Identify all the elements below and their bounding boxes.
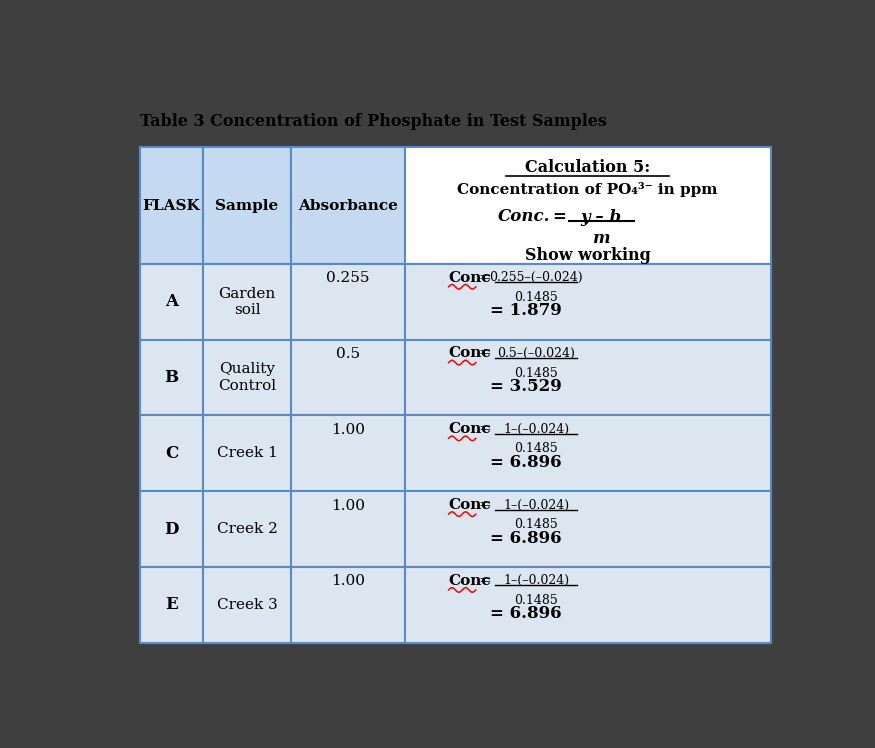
Bar xyxy=(203,340,291,415)
Text: FLASK: FLASK xyxy=(143,198,200,212)
Text: Conc: Conc xyxy=(449,574,491,588)
Bar xyxy=(203,147,291,264)
Bar xyxy=(291,415,405,491)
Text: Creek 2: Creek 2 xyxy=(217,522,277,536)
Text: 1–(–0.024): 1–(–0.024) xyxy=(503,499,570,512)
Bar xyxy=(291,567,405,643)
Text: 0.5–(–0.024): 0.5–(–0.024) xyxy=(497,347,575,360)
Text: Conc: Conc xyxy=(449,422,491,436)
Text: Conc: Conc xyxy=(449,346,491,361)
Text: 1–(–0.024): 1–(–0.024) xyxy=(503,574,570,587)
Bar xyxy=(203,491,291,567)
Bar xyxy=(405,340,771,415)
Text: Creek 1: Creek 1 xyxy=(217,447,277,460)
Text: 1–(–0.024): 1–(–0.024) xyxy=(503,423,570,436)
Bar xyxy=(140,264,203,340)
Bar xyxy=(203,415,291,491)
Bar xyxy=(291,340,405,415)
Text: Conc.: Conc. xyxy=(498,208,550,225)
Text: Table 3 Concentration of Phosphate in Test Samples: Table 3 Concentration of Phosphate in Te… xyxy=(140,113,606,130)
Text: Conc: Conc xyxy=(449,271,491,285)
Text: 0.1485: 0.1485 xyxy=(514,367,558,380)
Text: A: A xyxy=(164,293,178,310)
Bar xyxy=(140,147,203,264)
Text: m: m xyxy=(592,230,610,247)
Text: Absorbance: Absorbance xyxy=(298,198,398,212)
Text: 1.00: 1.00 xyxy=(331,499,365,512)
Text: Show working: Show working xyxy=(525,247,651,264)
Text: =: = xyxy=(479,271,491,285)
Text: Creek 3: Creek 3 xyxy=(217,598,277,612)
Text: Conc: Conc xyxy=(449,498,491,512)
Bar xyxy=(140,567,203,643)
Text: Concentration of PO₄³⁻ in ppm: Concentration of PO₄³⁻ in ppm xyxy=(458,182,718,197)
Text: Calculation 5:: Calculation 5: xyxy=(525,159,650,176)
Text: E: E xyxy=(165,596,178,613)
Text: = 6.896: = 6.896 xyxy=(490,530,562,547)
Text: y – b: y – b xyxy=(581,209,622,226)
Text: 0.1485: 0.1485 xyxy=(514,594,558,607)
Text: 0.255: 0.255 xyxy=(326,272,370,285)
Bar xyxy=(140,491,203,567)
Text: 0.1485: 0.1485 xyxy=(514,291,558,304)
Bar xyxy=(405,264,771,340)
Text: =: = xyxy=(479,574,491,588)
Text: 0.1485: 0.1485 xyxy=(514,518,558,531)
Bar xyxy=(405,147,771,264)
Text: Quality
Control: Quality Control xyxy=(218,362,276,393)
Bar xyxy=(405,567,771,643)
Text: =: = xyxy=(479,346,491,361)
Text: 1.00: 1.00 xyxy=(331,574,365,589)
Text: = 1.879: = 1.879 xyxy=(490,302,562,319)
Text: 0.5: 0.5 xyxy=(336,347,360,361)
Text: = 3.529: = 3.529 xyxy=(490,378,562,395)
Text: Sample: Sample xyxy=(215,198,279,212)
Text: Garden
soil: Garden soil xyxy=(219,286,276,316)
Text: C: C xyxy=(164,445,178,462)
Text: 0.1485: 0.1485 xyxy=(514,442,558,456)
Bar xyxy=(140,415,203,491)
Text: D: D xyxy=(164,521,178,538)
Text: =: = xyxy=(479,422,491,436)
Bar xyxy=(291,491,405,567)
Text: =: = xyxy=(552,208,566,225)
Bar xyxy=(203,567,291,643)
Bar xyxy=(203,264,291,340)
Text: =: = xyxy=(479,498,491,512)
Text: = 6.896: = 6.896 xyxy=(490,454,562,471)
Bar xyxy=(291,147,405,264)
Text: 0.255–(–0.024): 0.255–(–0.024) xyxy=(489,272,583,284)
Bar xyxy=(291,264,405,340)
Text: B: B xyxy=(164,369,178,386)
Text: 1.00: 1.00 xyxy=(331,423,365,437)
Text: = 6.896: = 6.896 xyxy=(490,605,562,622)
Bar xyxy=(405,415,771,491)
Bar xyxy=(140,340,203,415)
Bar xyxy=(405,491,771,567)
